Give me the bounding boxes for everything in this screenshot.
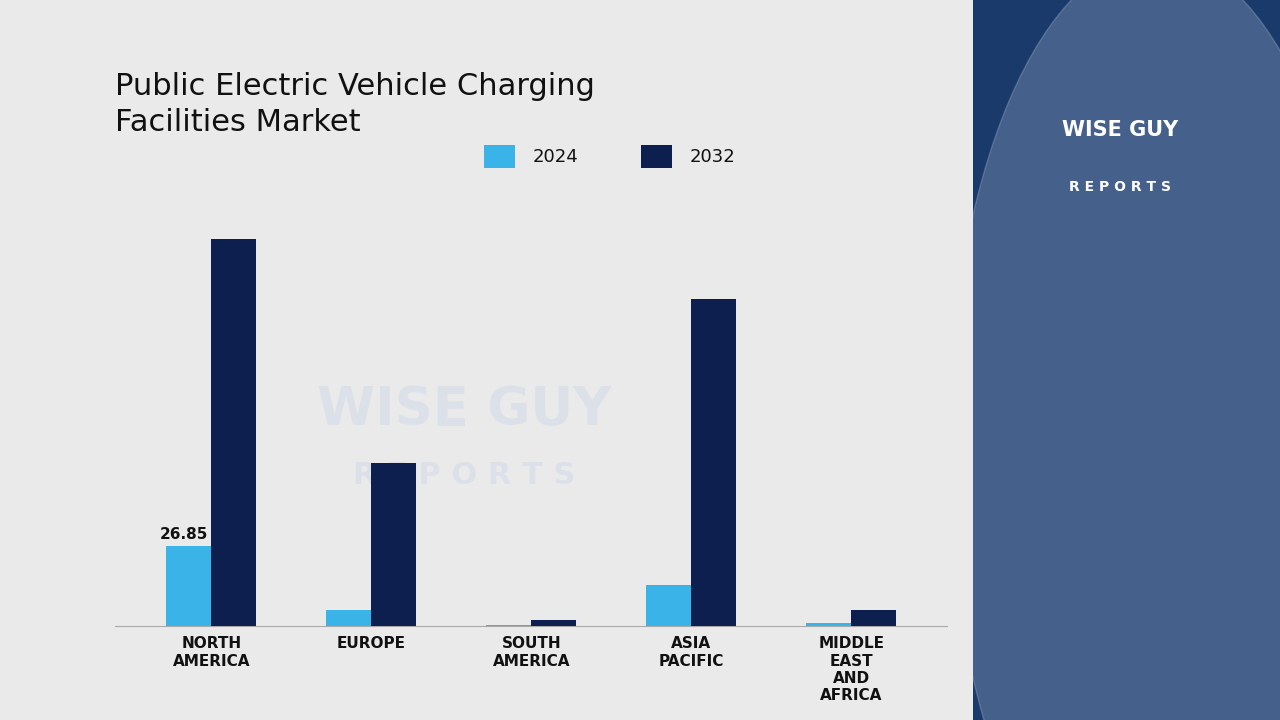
FancyBboxPatch shape [484, 145, 516, 168]
Bar [371, 462, 416, 626]
Bar [486, 625, 531, 626]
Bar [851, 610, 896, 626]
Circle shape [948, 0, 1280, 720]
Bar [211, 239, 256, 626]
Text: 2024: 2024 [534, 148, 579, 166]
Text: R E P O R T S: R E P O R T S [353, 461, 576, 490]
Bar [691, 299, 736, 626]
FancyBboxPatch shape [641, 145, 672, 168]
Text: WISE GUY: WISE GUY [317, 384, 612, 436]
Text: Public Electric Vehicle Charging
Facilities Market: Public Electric Vehicle Charging Facilit… [115, 72, 595, 137]
Text: WISE GUY: WISE GUY [1062, 120, 1179, 140]
Bar [531, 620, 576, 626]
Text: R E P O R T S: R E P O R T S [1069, 180, 1171, 194]
Bar [326, 610, 371, 626]
Text: 26.85: 26.85 [160, 527, 209, 542]
Bar [806, 623, 851, 626]
Bar [646, 585, 691, 626]
Text: 2032: 2032 [690, 148, 736, 166]
Bar [166, 546, 211, 626]
